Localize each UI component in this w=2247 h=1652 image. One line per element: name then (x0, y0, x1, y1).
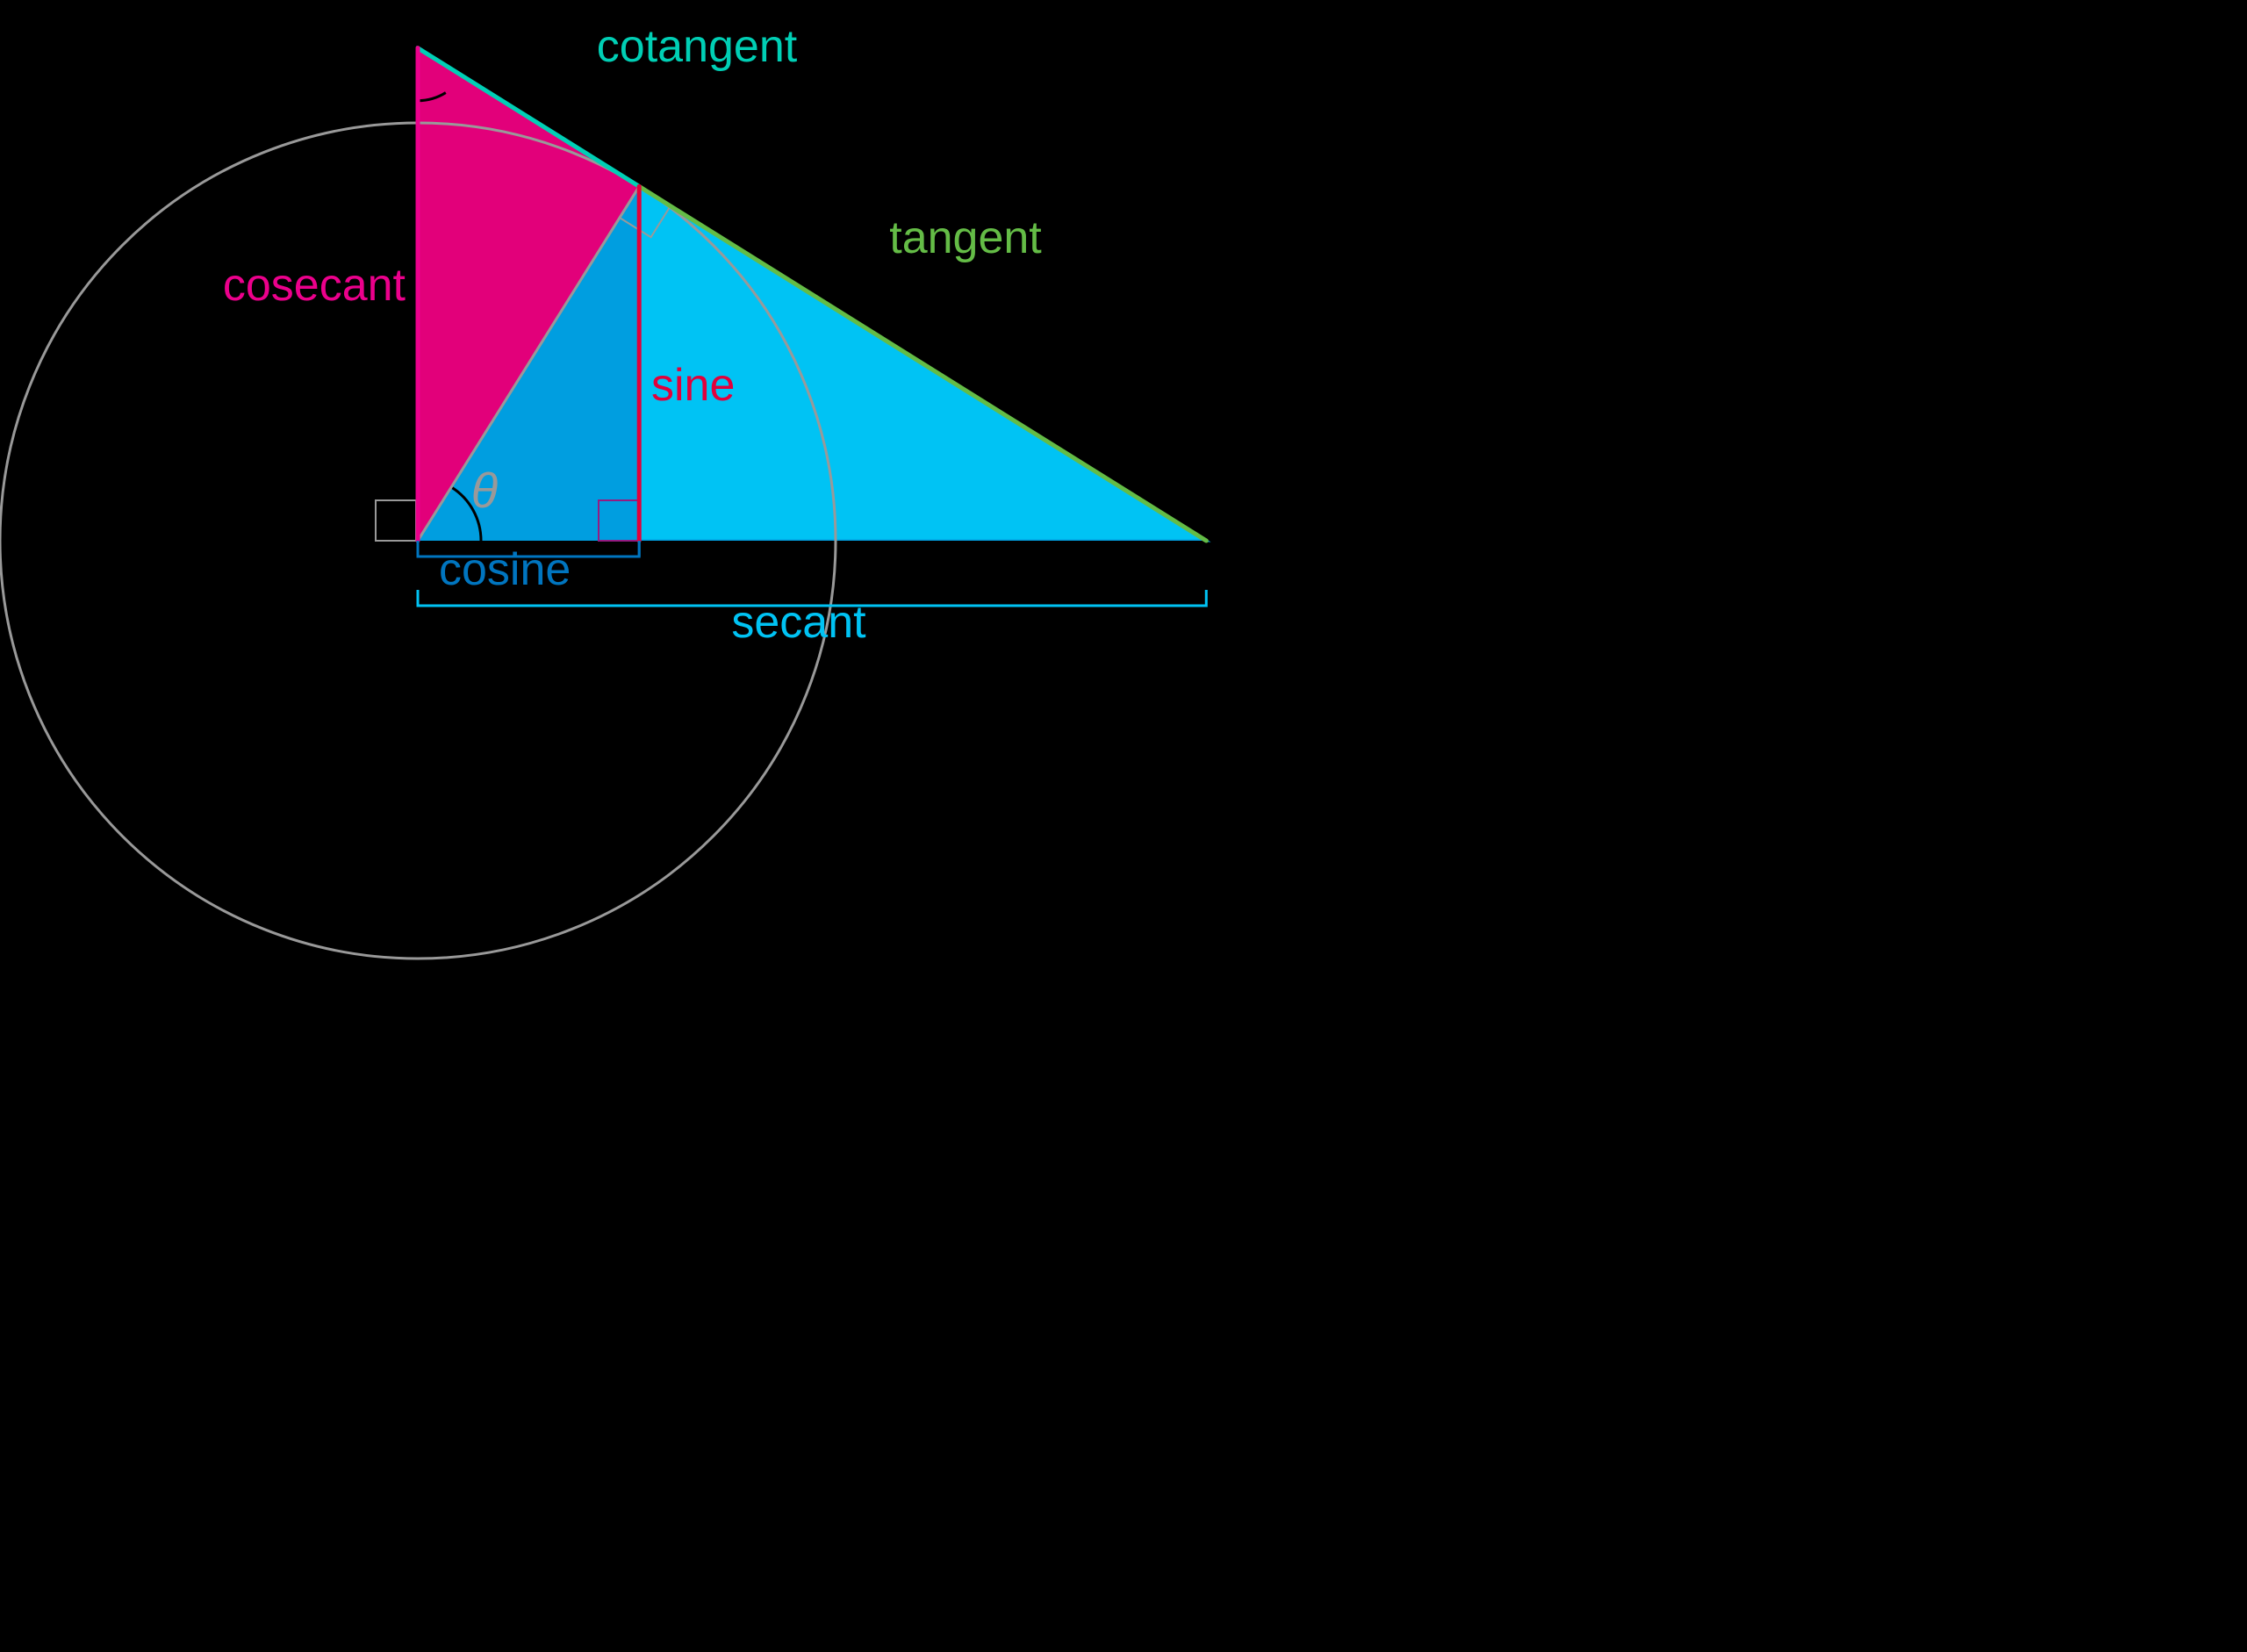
secant-label: secant (731, 597, 866, 648)
cosecant-label: cosecant (223, 260, 406, 311)
sine-label: sine (651, 360, 735, 411)
tangent-label: tangent (889, 212, 1042, 263)
trig-unit-circle-diagram: cotangent tangent cosecant sine θ cosine secan… (0, 0, 1348, 992)
cosine-label: cosine (439, 544, 571, 595)
cotangent-label: cotangent (597, 21, 798, 72)
theta-label: θ (471, 463, 498, 518)
